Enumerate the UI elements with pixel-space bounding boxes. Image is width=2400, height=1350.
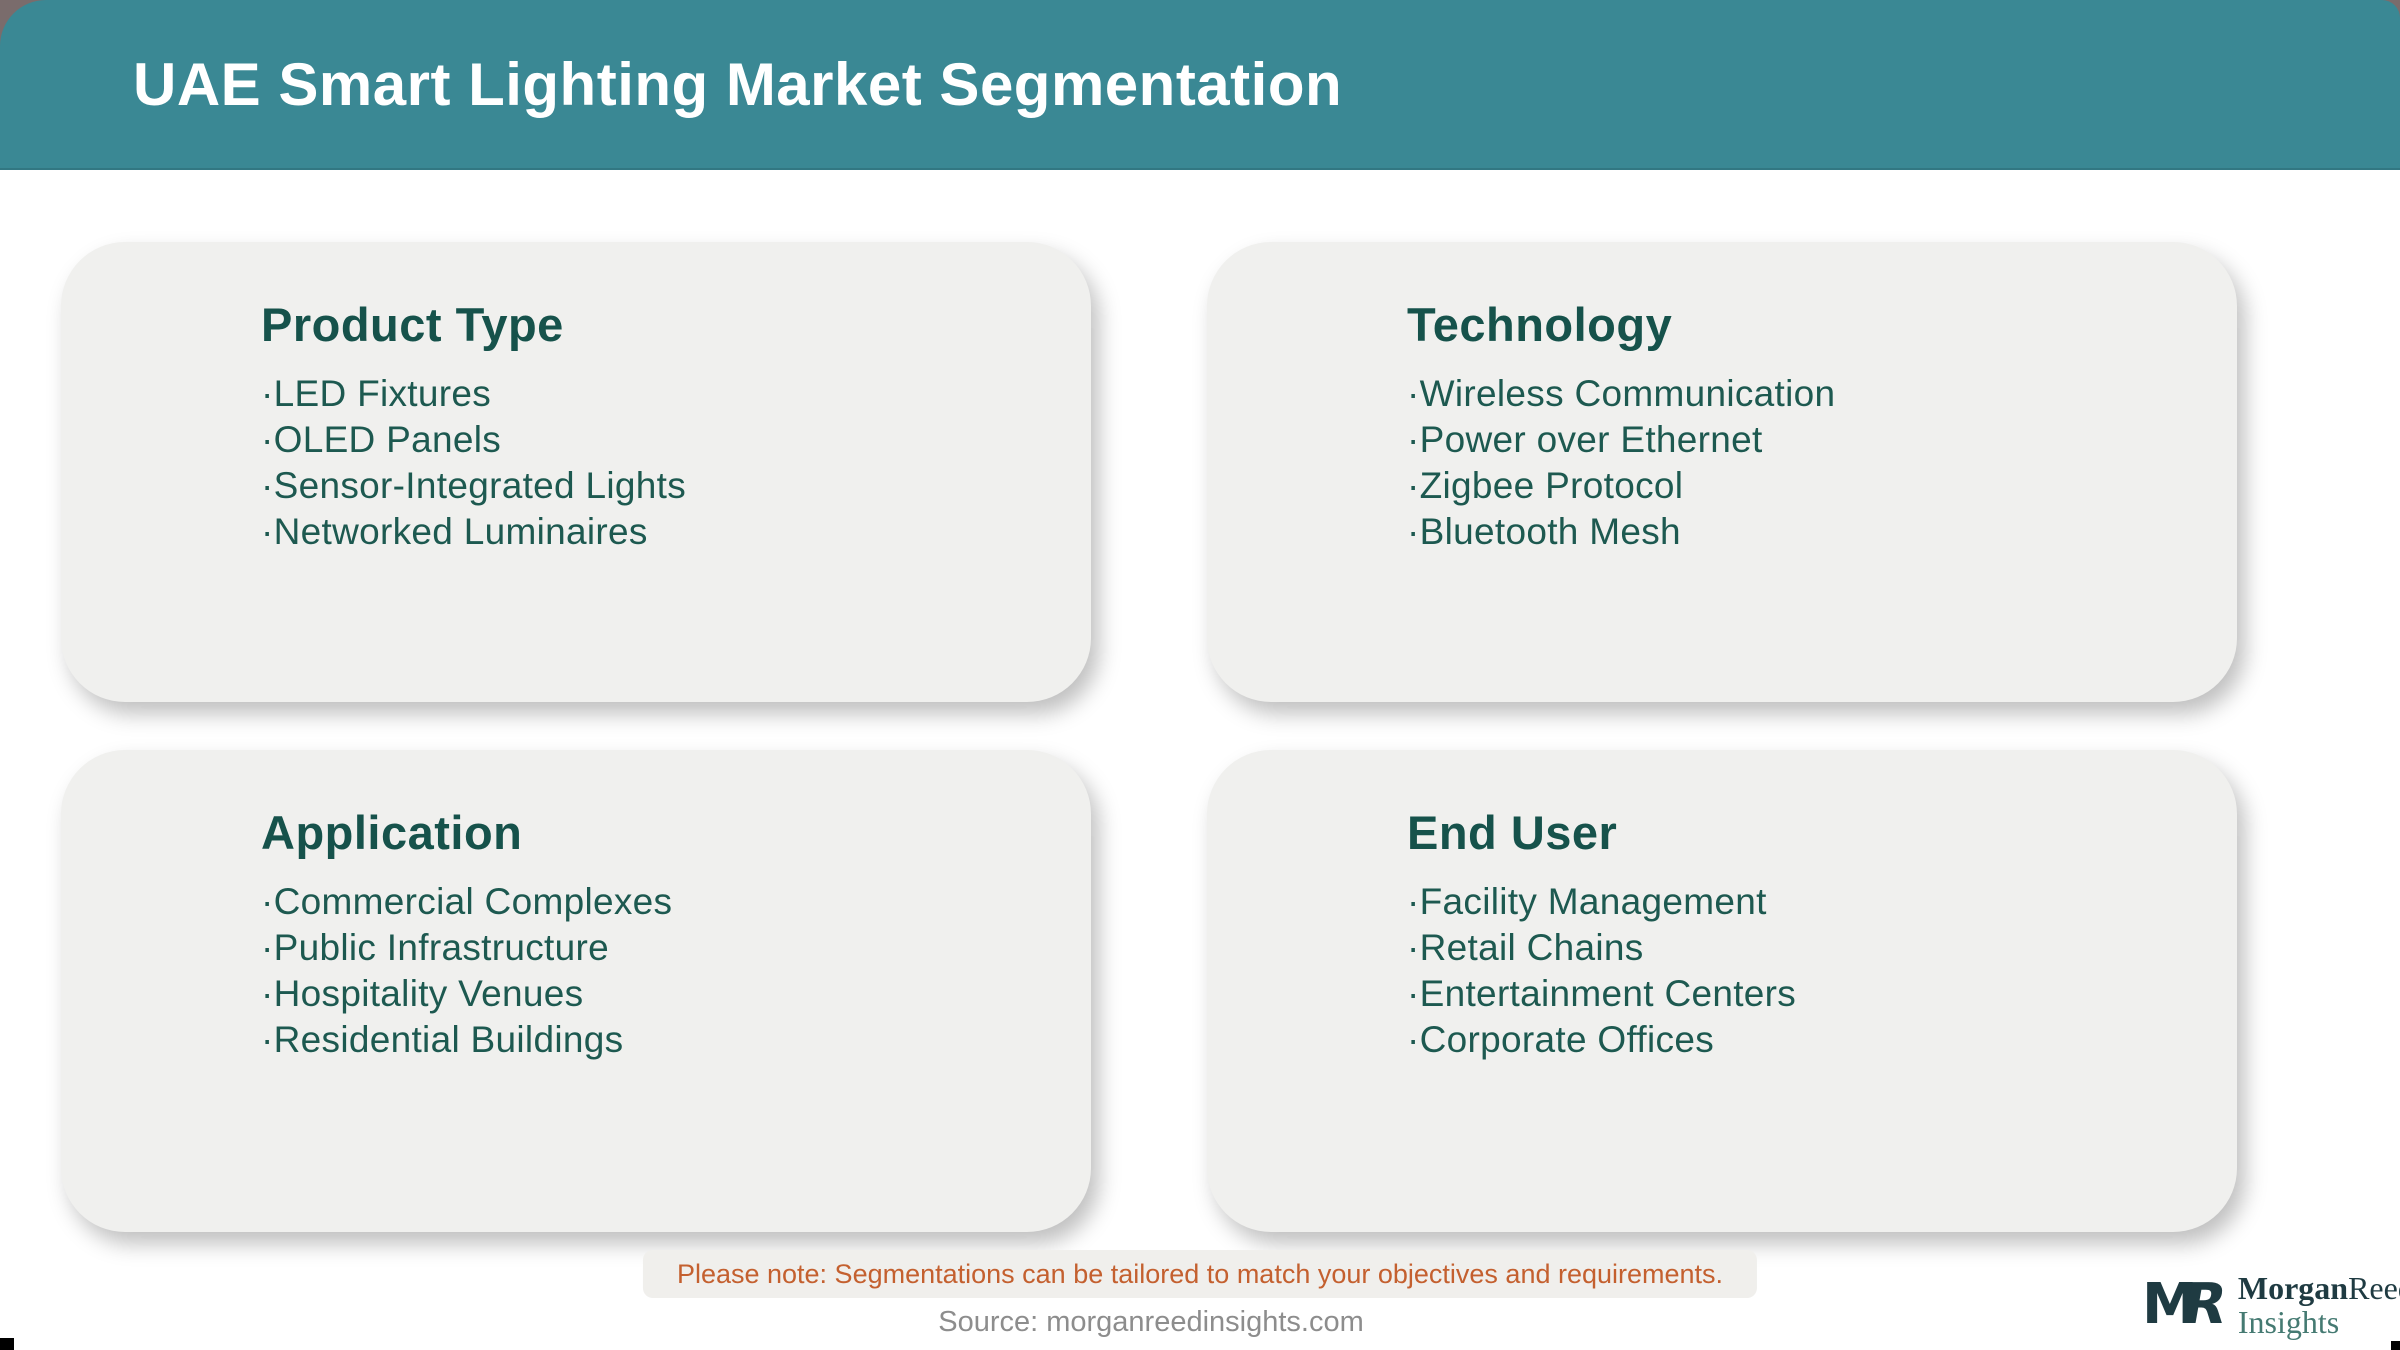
list-item: Networked Luminaires — [261, 509, 1041, 555]
corner-artifact-left — [0, 1338, 14, 1350]
list-item: Entertainment Centers — [1407, 971, 2187, 1017]
note-banner: Please note: Segmentations can be tailor… — [642, 1250, 1758, 1298]
list-item: Power over Ethernet — [1407, 417, 2187, 463]
card-item-list: Wireless Communication Power over Ethern… — [1407, 371, 2187, 555]
card-item-list: Commercial Complexes Public Infrastructu… — [261, 879, 1041, 1063]
card-title: Technology — [1407, 298, 1673, 351]
logo-subtitle: Insights — [2237, 1304, 2340, 1340]
brand-logo: M R MorganReed Insights — [2142, 1272, 2400, 1338]
note-text: Please note: Segmentations can be tailor… — [676, 1258, 1724, 1289]
header: UAE Smart Lighting Market Segmentation — [0, 0, 2400, 170]
card-item-list: LED Fixtures OLED Panels Sensor-Integrat… — [261, 371, 1041, 555]
logo-monogram-icon: M R — [2142, 1272, 2232, 1337]
logo-name-bold: Morgan — [2237, 1270, 2349, 1306]
logo-name: MorganReed — [2238, 1272, 2400, 1304]
logo-letter-m: M — [2142, 1272, 2198, 1337]
card-application: Application Commercial Complexes Public … — [61, 750, 1091, 1232]
list-item: Public Infrastructure — [261, 925, 1041, 971]
card-technology: Technology Wireless Communication Power … — [1207, 242, 2237, 702]
page-title: UAE Smart Lighting Market Segmentation — [133, 50, 1343, 118]
list-item: OLED Panels — [261, 417, 1041, 463]
list-item: Facility Management — [1407, 879, 2187, 925]
list-item: Retail Chains — [1407, 925, 2187, 971]
list-item: Zigbee Protocol — [1407, 463, 2187, 509]
logo-name-regular: Reed — [2348, 1270, 2400, 1306]
card-title: End User — [1407, 806, 1618, 859]
list-item: Bluetooth Mesh — [1407, 509, 2187, 555]
list-item: Residential Buildings — [261, 1017, 1041, 1063]
logo-text: MorganReed Insights — [2238, 1272, 2400, 1338]
card-title: Product Type — [261, 298, 564, 351]
header-band: UAE Smart Lighting Market Segmentation — [0, 0, 2400, 170]
list-item: LED Fixtures — [261, 371, 1041, 417]
list-item: Hospitality Venues — [261, 971, 1041, 1017]
list-item: Wireless Communication — [1407, 371, 2187, 417]
card-end-user: End User Facility Management Retail Chai… — [1207, 750, 2237, 1232]
list-item: Corporate Offices — [1407, 1017, 2187, 1063]
corner-artifact-right — [2391, 1341, 2400, 1350]
card-product-type: Product Type LED Fixtures OLED Panels Se… — [61, 242, 1091, 702]
card-item-list: Facility Management Retail Chains Entert… — [1407, 879, 2187, 1063]
card-title: Application — [261, 806, 523, 859]
list-item: Commercial Complexes — [261, 879, 1041, 925]
logo-letter-r: R — [2177, 1272, 2232, 1337]
source-text: Source: morganreedinsights.com — [938, 1306, 1364, 1338]
list-item: Sensor-Integrated Lights — [261, 463, 1041, 509]
segmentation-grid: Product Type LED Fixtures OLED Panels Se… — [61, 242, 2237, 1232]
